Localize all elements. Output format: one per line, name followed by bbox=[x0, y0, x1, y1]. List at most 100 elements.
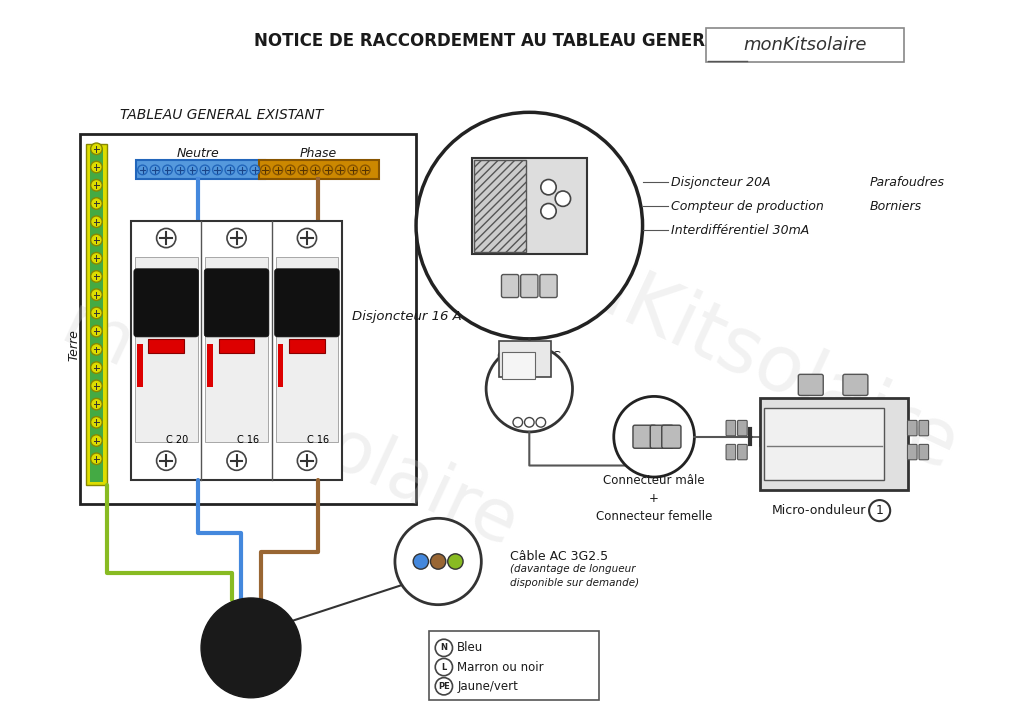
FancyBboxPatch shape bbox=[633, 425, 656, 448]
Text: NOTICE DE RACCORDEMENT AU TABLEAU GENERAL DE: NOTICE DE RACCORDEMENT AU TABLEAU GENERA… bbox=[254, 32, 770, 50]
FancyBboxPatch shape bbox=[134, 269, 199, 337]
Circle shape bbox=[137, 165, 147, 175]
Text: L: L bbox=[441, 663, 446, 672]
Circle shape bbox=[91, 343, 102, 355]
FancyBboxPatch shape bbox=[275, 257, 338, 442]
FancyBboxPatch shape bbox=[278, 343, 284, 386]
FancyBboxPatch shape bbox=[80, 134, 416, 504]
Text: Compteur de production: Compteur de production bbox=[672, 200, 824, 213]
Text: C 16: C 16 bbox=[307, 435, 329, 445]
Circle shape bbox=[348, 165, 357, 175]
Circle shape bbox=[555, 191, 570, 206]
Text: Connecteur mâle
+
Connecteur femelle: Connecteur mâle + Connecteur femelle bbox=[596, 474, 713, 523]
FancyBboxPatch shape bbox=[135, 257, 198, 442]
Circle shape bbox=[536, 417, 546, 427]
Circle shape bbox=[541, 204, 556, 219]
FancyBboxPatch shape bbox=[472, 158, 587, 255]
Circle shape bbox=[435, 658, 453, 675]
FancyBboxPatch shape bbox=[706, 28, 903, 62]
Circle shape bbox=[91, 198, 102, 209]
Circle shape bbox=[227, 229, 246, 247]
Circle shape bbox=[91, 380, 102, 391]
Circle shape bbox=[91, 399, 102, 410]
Text: (davantage de longueur
disponible sur demande): (davantage de longueur disponible sur de… bbox=[510, 564, 639, 588]
Circle shape bbox=[250, 165, 260, 175]
FancyBboxPatch shape bbox=[274, 269, 339, 337]
Circle shape bbox=[151, 165, 160, 175]
FancyBboxPatch shape bbox=[919, 445, 929, 460]
Circle shape bbox=[416, 113, 643, 339]
Text: Borniers: Borniers bbox=[870, 200, 923, 213]
Circle shape bbox=[286, 165, 295, 175]
Circle shape bbox=[91, 326, 102, 337]
Circle shape bbox=[91, 179, 102, 191]
Text: PE: PE bbox=[438, 682, 450, 690]
Circle shape bbox=[91, 271, 102, 282]
Circle shape bbox=[435, 678, 453, 695]
Circle shape bbox=[91, 289, 102, 300]
Text: 1: 1 bbox=[876, 504, 884, 517]
Text: monKitsolaire: monKitsolaire bbox=[743, 36, 866, 54]
Text: Micro-onduleur: Micro-onduleur bbox=[772, 504, 866, 517]
FancyBboxPatch shape bbox=[726, 420, 735, 436]
Text: Parafoudres: Parafoudres bbox=[870, 176, 945, 189]
FancyBboxPatch shape bbox=[907, 445, 918, 460]
Circle shape bbox=[430, 554, 445, 569]
Circle shape bbox=[323, 165, 333, 175]
Text: Marron ou noir: Marron ou noir bbox=[458, 660, 544, 673]
FancyBboxPatch shape bbox=[86, 144, 106, 485]
Circle shape bbox=[310, 165, 321, 175]
FancyBboxPatch shape bbox=[204, 269, 269, 337]
Circle shape bbox=[91, 161, 102, 173]
FancyBboxPatch shape bbox=[219, 339, 255, 353]
Circle shape bbox=[273, 165, 283, 175]
FancyBboxPatch shape bbox=[137, 343, 142, 386]
Circle shape bbox=[613, 397, 694, 477]
FancyBboxPatch shape bbox=[131, 221, 342, 480]
FancyBboxPatch shape bbox=[662, 425, 681, 448]
Text: Coffret AC: Coffret AC bbox=[498, 350, 561, 363]
FancyBboxPatch shape bbox=[136, 161, 265, 179]
FancyBboxPatch shape bbox=[428, 630, 599, 700]
Circle shape bbox=[360, 165, 370, 175]
Circle shape bbox=[435, 640, 453, 657]
FancyBboxPatch shape bbox=[520, 275, 538, 298]
Text: monKitsolaire: monKitsolaire bbox=[455, 194, 969, 488]
Text: Disjoncteur 16 A: Disjoncteur 16 A bbox=[352, 310, 462, 323]
FancyBboxPatch shape bbox=[799, 374, 823, 396]
Circle shape bbox=[163, 165, 172, 175]
Text: monKitsolaire: monKitsolaire bbox=[50, 291, 528, 563]
Circle shape bbox=[213, 165, 222, 175]
FancyBboxPatch shape bbox=[148, 339, 184, 353]
Circle shape bbox=[413, 554, 428, 569]
FancyBboxPatch shape bbox=[650, 425, 673, 448]
Text: C 20: C 20 bbox=[166, 435, 188, 445]
FancyBboxPatch shape bbox=[907, 420, 918, 436]
FancyBboxPatch shape bbox=[765, 408, 885, 480]
FancyBboxPatch shape bbox=[502, 275, 519, 298]
Circle shape bbox=[175, 165, 184, 175]
Circle shape bbox=[91, 252, 102, 264]
FancyBboxPatch shape bbox=[207, 343, 213, 386]
Text: Interdifférentiel 30mA: Interdifférentiel 30mA bbox=[672, 224, 810, 237]
Circle shape bbox=[91, 435, 102, 446]
FancyBboxPatch shape bbox=[259, 161, 379, 179]
FancyBboxPatch shape bbox=[843, 374, 868, 396]
Circle shape bbox=[187, 165, 198, 175]
Circle shape bbox=[91, 417, 102, 428]
Circle shape bbox=[91, 307, 102, 318]
Circle shape bbox=[297, 229, 316, 247]
Circle shape bbox=[91, 453, 102, 465]
Circle shape bbox=[297, 451, 316, 470]
Circle shape bbox=[513, 417, 522, 427]
Text: Disjoncteur 20A: Disjoncteur 20A bbox=[672, 176, 771, 189]
Text: C 16: C 16 bbox=[237, 435, 259, 445]
FancyBboxPatch shape bbox=[760, 399, 908, 490]
Circle shape bbox=[447, 554, 463, 569]
FancyBboxPatch shape bbox=[205, 257, 268, 442]
FancyBboxPatch shape bbox=[474, 161, 526, 252]
Circle shape bbox=[541, 179, 556, 195]
Circle shape bbox=[260, 165, 270, 175]
Circle shape bbox=[869, 500, 890, 521]
FancyBboxPatch shape bbox=[919, 420, 929, 436]
